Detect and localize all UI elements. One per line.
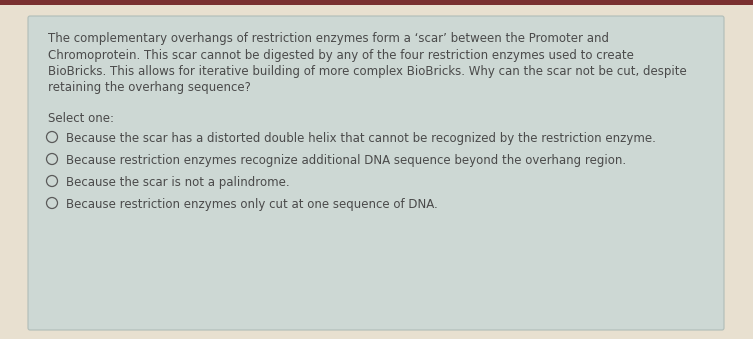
Text: retaining the overhang sequence?: retaining the overhang sequence? xyxy=(48,81,251,95)
Text: Because restriction enzymes only cut at one sequence of DNA.: Because restriction enzymes only cut at … xyxy=(66,198,437,211)
Text: Because the scar has a distorted double helix that cannot be recognized by the r: Because the scar has a distorted double … xyxy=(66,132,656,145)
Text: Because the scar is not a palindrome.: Because the scar is not a palindrome. xyxy=(66,176,290,189)
Text: BioBricks. This allows for iterative building of more complex BioBricks. Why can: BioBricks. This allows for iterative bui… xyxy=(48,65,687,78)
FancyBboxPatch shape xyxy=(28,16,724,330)
Text: Chromoprotein. This scar cannot be digested by any of the four restriction enzym: Chromoprotein. This scar cannot be diges… xyxy=(48,48,634,61)
Text: Because restriction enzymes recognize additional DNA sequence beyond the overhan: Because restriction enzymes recognize ad… xyxy=(66,154,626,167)
Text: Select one:: Select one: xyxy=(48,112,114,125)
Text: The complementary overhangs of restriction enzymes form a ‘scar’ between the Pro: The complementary overhangs of restricti… xyxy=(48,32,609,45)
Bar xyxy=(0,0,753,5)
